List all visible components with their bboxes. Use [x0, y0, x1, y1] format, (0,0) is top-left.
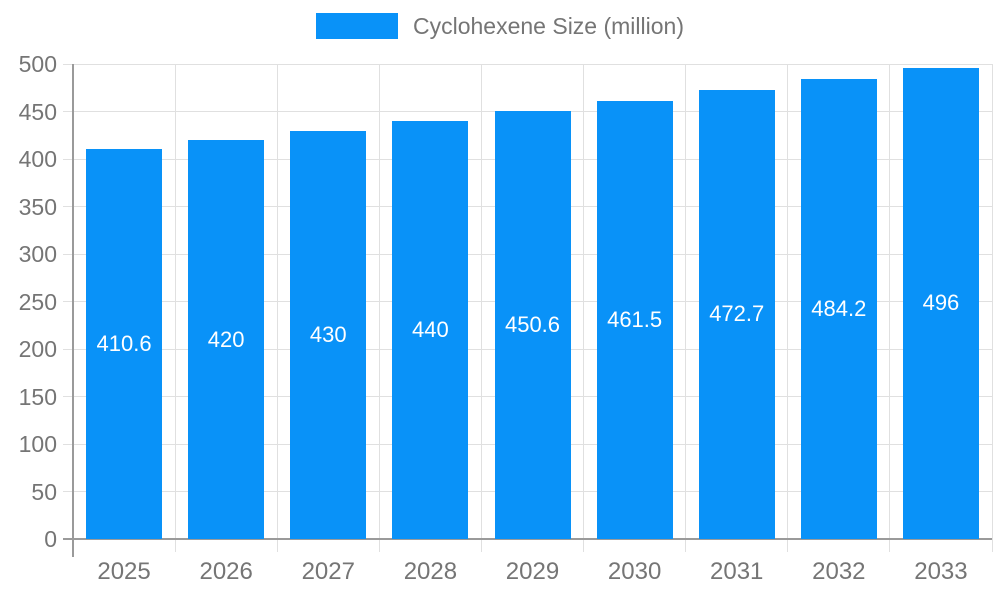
x-tick-label: 2029	[505, 558, 560, 585]
v-gridline	[991, 64, 993, 552]
y-tick-label: 500	[18, 51, 57, 77]
legend-label: Cyclohexene Size (million)	[413, 13, 684, 39]
y-tick-label: 50	[31, 478, 57, 505]
y-tick-label: 250	[18, 288, 57, 315]
x-tick-label: 2033	[914, 558, 968, 585]
bar-value-label: 450.6	[504, 311, 561, 337]
v-gridline	[685, 64, 687, 552]
y-tick-label: 0	[44, 526, 57, 552]
bar[interactable]	[494, 110, 571, 539]
x-tick-label: 2032	[812, 558, 866, 585]
y-tick-label: 100	[18, 431, 57, 457]
x-tick-label: 2028	[403, 558, 458, 585]
bar[interactable]	[902, 67, 979, 539]
bar-value-label: 440	[412, 317, 449, 342]
y-tick-label: 350	[18, 193, 57, 220]
bar[interactable]	[392, 121, 469, 539]
v-gridline	[480, 64, 482, 552]
v-gridline	[378, 64, 380, 552]
v-gridline	[889, 64, 891, 552]
v-gridline	[583, 64, 585, 552]
bar-value-label: 484.2	[811, 296, 867, 321]
bar-value-label: 420	[207, 326, 245, 352]
y-tick-label: 300	[18, 241, 57, 267]
y-tick-label: 150	[18, 383, 57, 410]
bar[interactable]	[698, 89, 775, 539]
x-tick-label: 2025	[97, 558, 151, 585]
bar-value-label: 430	[309, 321, 347, 347]
bar-value-label: 472.7	[709, 301, 765, 327]
y-tick-label: 450	[18, 98, 57, 125]
bar[interactable]	[596, 100, 673, 539]
legend-swatch	[316, 13, 398, 39]
x-axis-line	[63, 538, 992, 540]
y-axis-line	[72, 64, 74, 557]
x-tick-label: 2030	[607, 558, 662, 585]
h-gridline	[63, 63, 992, 65]
v-gridline	[276, 64, 278, 552]
bar-value-label: 496	[922, 290, 960, 316]
bar[interactable]	[800, 79, 877, 539]
legend[interactable]: Cyclohexene Size (million)	[0, 13, 1000, 39]
bar-value-label: 410.6	[96, 330, 152, 356]
x-tick-label: 2027	[301, 558, 355, 585]
y-tick-label: 200	[18, 336, 57, 362]
x-tick-label: 2031	[710, 558, 764, 585]
bar[interactable]	[290, 130, 367, 539]
v-gridline	[174, 64, 176, 552]
x-tick-label: 2026	[199, 558, 253, 585]
bar[interactable]	[188, 140, 265, 539]
bar[interactable]	[86, 148, 163, 539]
y-tick-label: 400	[18, 146, 57, 172]
bar-value-label: 461.5	[607, 306, 663, 332]
v-gridline	[787, 64, 789, 552]
